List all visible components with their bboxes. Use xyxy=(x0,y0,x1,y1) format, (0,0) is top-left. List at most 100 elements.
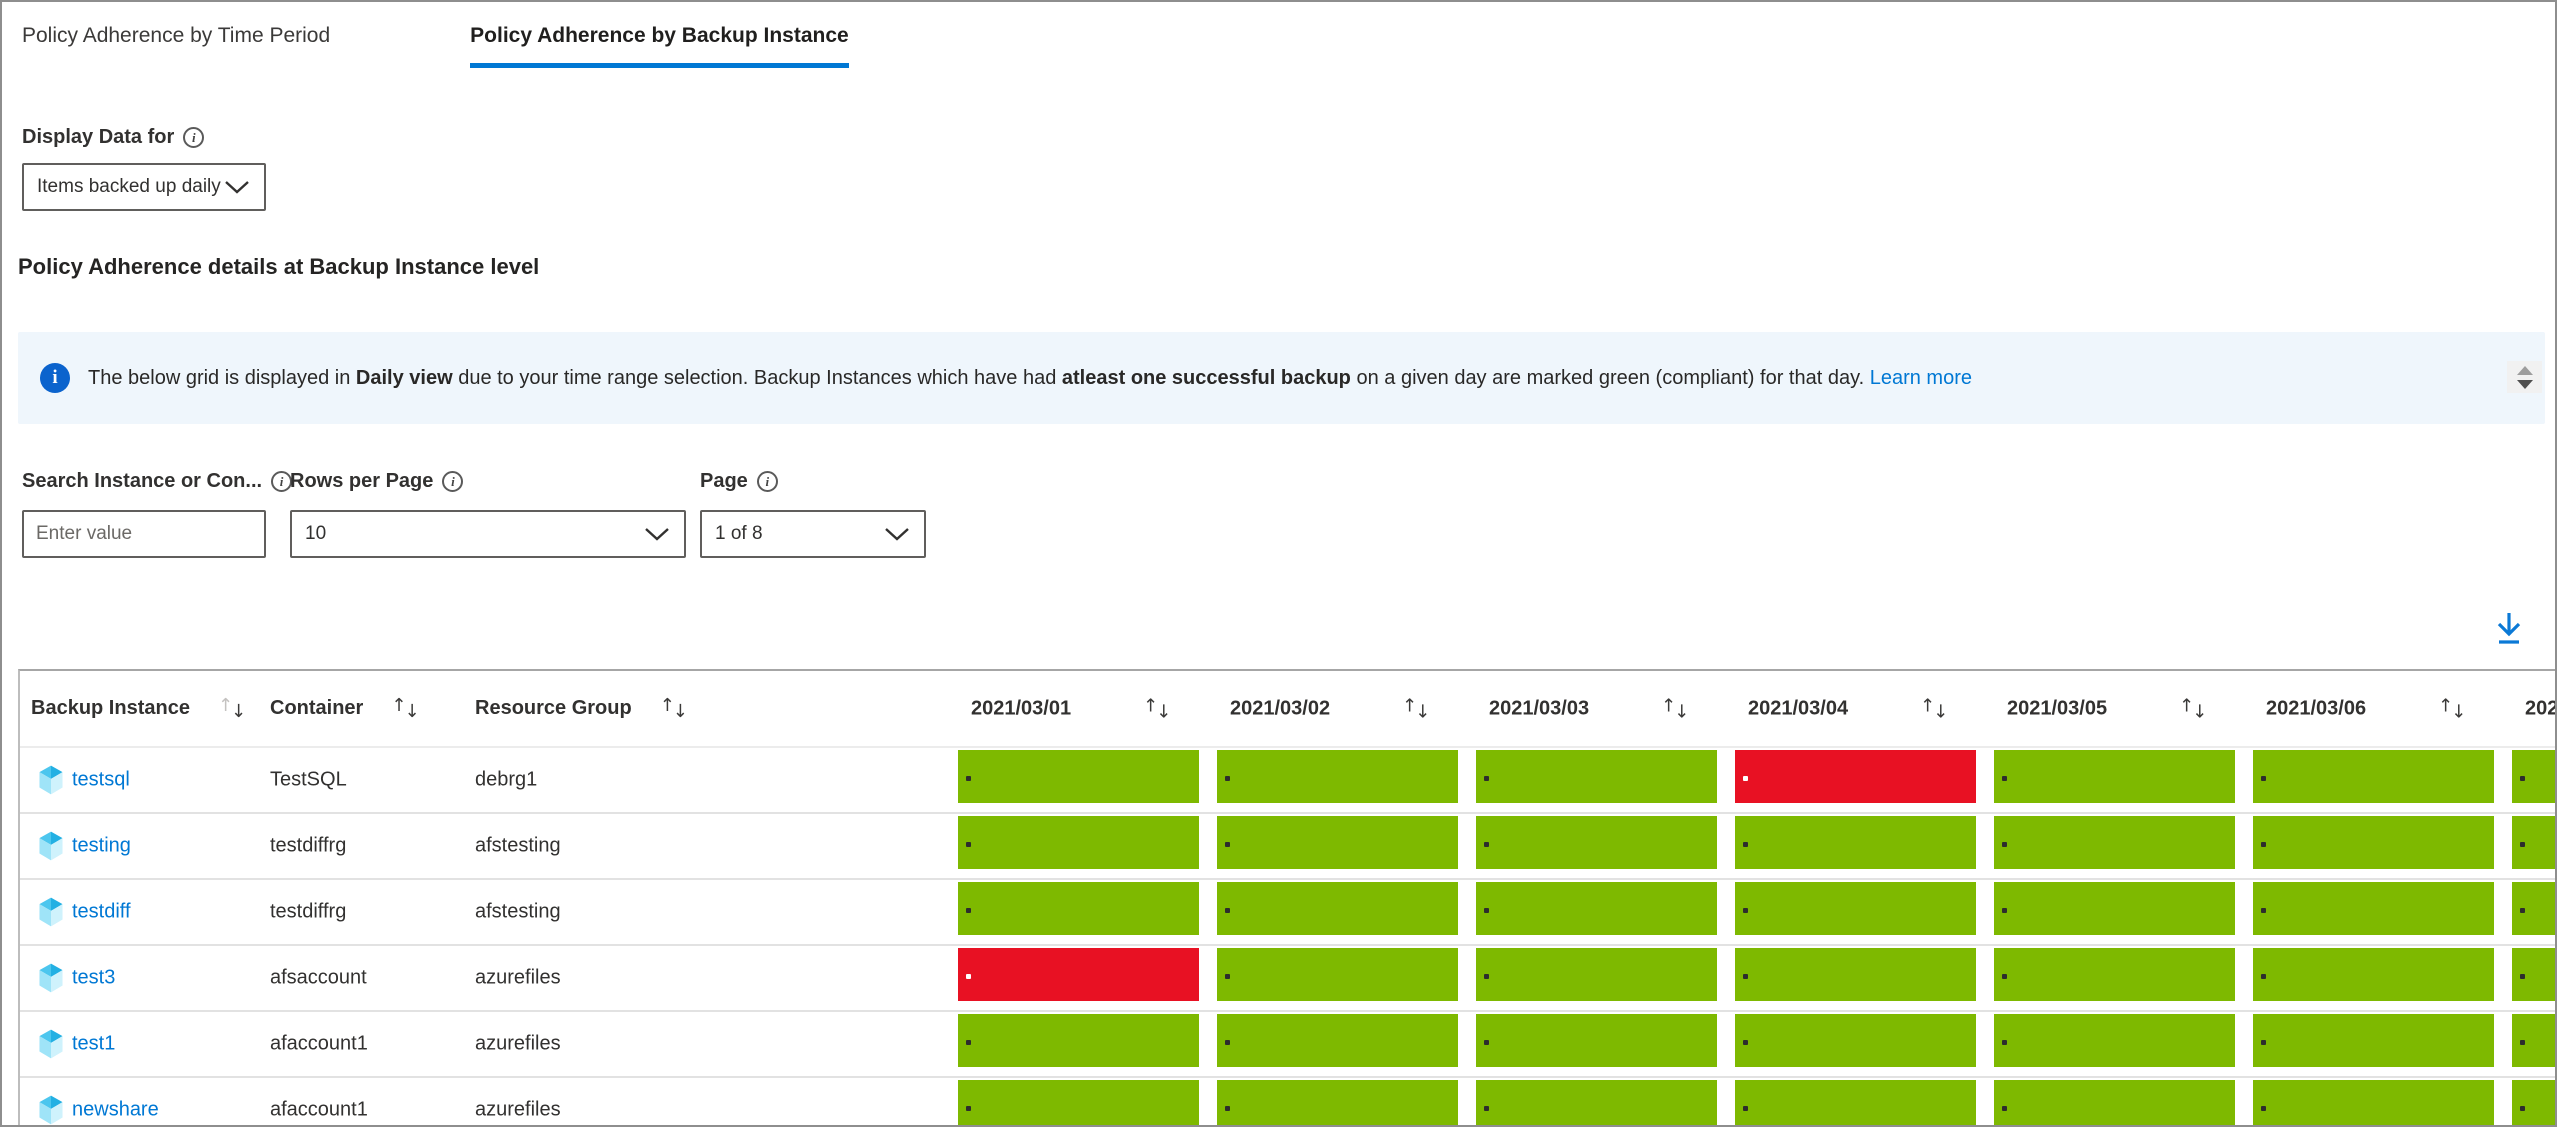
info-icon[interactable]: i xyxy=(756,471,778,492)
info-icon[interactable]: i xyxy=(442,471,464,492)
column-header-2021-03-07[interactable]: 2021/03/07↑↓ xyxy=(2512,671,2555,746)
status-dot xyxy=(1743,776,1748,781)
column-header-2021-03-05[interactable]: 2021/03/05 ↑ ↓ xyxy=(1994,671,2235,746)
resource-group-cell: azurefiles xyxy=(475,1032,561,1055)
backup-instance-link[interactable]: testing xyxy=(72,834,131,857)
rows-per-page-label: Rows per Page i xyxy=(290,470,464,493)
banner-text: The below grid is displayed in Daily vie… xyxy=(88,366,1972,389)
resource-group-cell: afstesting xyxy=(475,834,561,857)
status-dot xyxy=(2520,776,2525,781)
status-dot xyxy=(1484,1106,1489,1111)
sort-icon[interactable]: ↑ ↓ xyxy=(1661,695,1690,722)
display-data-label-text: Display Data for xyxy=(22,126,175,148)
column-label: Backup Instance xyxy=(31,697,190,719)
backup-instance-link[interactable]: testsql xyxy=(72,768,130,791)
status-dot xyxy=(966,776,971,781)
status-cell-2021-03-06-compliant xyxy=(2253,1014,2494,1067)
status-cell-2021-03-06-compliant xyxy=(2253,1080,2494,1125)
page-dropdown[interactable]: 1 of 8 xyxy=(700,510,926,558)
backup-instance-link[interactable]: test3 xyxy=(72,966,116,989)
backup-instance-icon xyxy=(39,765,63,795)
status-dot xyxy=(1743,908,1748,913)
column-label: 2021/03/01 xyxy=(971,697,1072,719)
status-dot xyxy=(2002,842,2007,847)
status-cell-2021-03-05-compliant xyxy=(1994,816,2235,869)
status-cell-2021-03-05-compliant xyxy=(1994,1014,2235,1067)
learn-more-link[interactable]: Learn more xyxy=(1869,366,1972,389)
status-cell-2021-03-01-compliant xyxy=(958,816,1199,869)
column-header-resource-group[interactable]: Resource Group ↑ ↓ xyxy=(475,671,688,746)
status-dot xyxy=(966,1106,971,1111)
status-dot xyxy=(2261,1040,2266,1045)
download-icon xyxy=(2497,613,2521,644)
rows-per-page-dropdown[interactable]: 10 xyxy=(290,510,686,558)
container-cell: testdiffrg xyxy=(270,900,347,923)
column-header-container[interactable]: Container ↑ ↓ xyxy=(270,671,420,746)
rows-per-page-label-text: Rows per Page xyxy=(290,470,434,492)
column-label: 2021/03/07 xyxy=(2525,697,2555,719)
resource-group-cell: azurefiles xyxy=(475,966,561,989)
status-dot xyxy=(1484,1040,1489,1045)
sort-icon[interactable]: ↑ ↓ xyxy=(391,695,420,722)
status-cell-2021-03-06-compliant xyxy=(2253,816,2494,869)
status-cell-2021-03-05-compliant xyxy=(1994,750,2235,803)
backup-instance-link[interactable]: testdiff xyxy=(72,900,131,923)
display-data-value: Items backed up daily xyxy=(37,176,221,197)
scroll-up-icon[interactable] xyxy=(2516,365,2533,375)
status-cell-2021-03-03-compliant xyxy=(1476,1014,1717,1067)
status-dot xyxy=(1484,776,1489,781)
display-data-dropdown[interactable]: Items backed up daily xyxy=(22,163,266,211)
info-icon-filled: i xyxy=(40,363,70,393)
download-button[interactable] xyxy=(2490,608,2528,650)
backup-instance-icon xyxy=(39,1095,63,1125)
page-label: Page i xyxy=(700,470,778,493)
tab-policy-adherence-by-time-period[interactable]: Policy Adherence by Time Period xyxy=(22,24,331,47)
sort-icon[interactable]: ↑ ↓ xyxy=(1920,695,1949,722)
sort-icon[interactable]: ↑ ↓ xyxy=(659,695,688,722)
status-dot xyxy=(2261,842,2266,847)
status-dot xyxy=(2002,974,2007,979)
column-header-2021-03-01[interactable]: 2021/03/01 ↑ ↓ xyxy=(958,671,1199,746)
backup-instance-icon xyxy=(39,1029,63,1059)
status-dot xyxy=(2002,1040,2007,1045)
tab-policy-adherence-by-backup-instance[interactable]: Policy Adherence by Backup Instance xyxy=(470,24,849,68)
sort-icon[interactable]: ↑ ↓ xyxy=(1143,695,1172,722)
sort-icon[interactable]: ↑ ↓ xyxy=(2179,695,2208,722)
info-icon[interactable]: i xyxy=(271,471,293,492)
resource-group-cell: azurefiles xyxy=(475,1098,561,1121)
status-cell-2021-03-04-compliant xyxy=(1735,1080,1976,1125)
status-cell-2021-03-07-compliant xyxy=(2512,1080,2555,1125)
chevron-down-icon xyxy=(225,181,249,194)
search-input[interactable] xyxy=(22,510,266,558)
column-header-2021-03-06[interactable]: 2021/03/06 ↑ ↓ xyxy=(2253,671,2494,746)
status-cell-2021-03-07-compliant xyxy=(2512,1014,2555,1067)
status-dot xyxy=(966,908,971,913)
backup-instance-link[interactable]: newshare xyxy=(72,1098,159,1121)
status-cell-2021-03-05-compliant xyxy=(1994,882,2235,935)
sort-icon[interactable]: ↑ ↓ xyxy=(2438,695,2467,722)
column-label: 2021/03/06 xyxy=(2266,697,2367,719)
column-header-2021-03-03[interactable]: 2021/03/03 ↑ ↓ xyxy=(1476,671,1717,746)
column-header-backup-instance[interactable]: Backup Instance ↑ ↓ xyxy=(31,671,246,746)
column-header-2021-03-02[interactable]: 2021/03/02 ↑ ↓ xyxy=(1217,671,1458,746)
backup-instance-link[interactable]: test1 xyxy=(72,1032,116,1055)
resource-group-cell: afstesting xyxy=(475,900,561,923)
banner-scroll-stepper[interactable] xyxy=(2507,361,2542,393)
status-cell-2021-03-02-compliant xyxy=(1217,882,1458,935)
scroll-down-icon[interactable] xyxy=(2516,379,2533,389)
status-dot xyxy=(2002,776,2007,781)
page-value: 1 of 8 xyxy=(715,523,763,544)
sort-icon[interactable]: ↑ ↓ xyxy=(217,695,247,722)
info-icon[interactable]: i xyxy=(183,127,205,148)
backup-instance-icon xyxy=(39,831,63,861)
status-cell-2021-03-02-compliant xyxy=(1217,1014,1458,1067)
status-dot xyxy=(2002,908,2007,913)
status-cell-2021-03-01-compliant xyxy=(958,882,1199,935)
container-cell: TestSQL xyxy=(270,768,347,791)
table-row-testdiff: testdiff testdiffrg afstesting xyxy=(20,880,2555,946)
sort-icon[interactable]: ↑ ↓ xyxy=(1402,695,1431,722)
status-dot xyxy=(2520,1106,2525,1111)
column-header-2021-03-04[interactable]: 2021/03/04 ↑ ↓ xyxy=(1735,671,1976,746)
status-dot xyxy=(966,842,971,847)
